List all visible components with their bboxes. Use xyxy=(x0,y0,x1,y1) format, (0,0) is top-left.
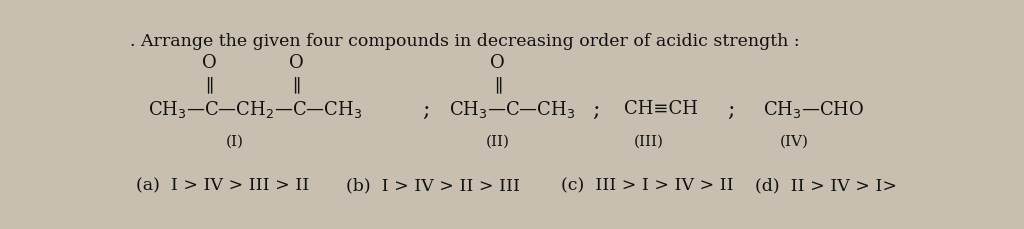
Text: (III): (III) xyxy=(634,134,664,148)
Text: (a)  I > IV > III > II: (a) I > IV > III > II xyxy=(136,178,309,195)
Text: (b)  I > IV > II > III: (b) I > IV > II > III xyxy=(346,178,520,195)
Text: (c)  III > I > IV > II: (c) III > I > IV > II xyxy=(560,178,733,195)
Text: . Arrange the given four compounds in decreasing order of acidic strength :: . Arrange the given four compounds in de… xyxy=(130,33,799,50)
Text: ;: ; xyxy=(422,98,429,120)
Text: (I): (I) xyxy=(226,134,244,148)
Text: CH$_3$—C—CH$_2$—C—CH$_3$: CH$_3$—C—CH$_2$—C—CH$_3$ xyxy=(147,99,362,120)
Text: O: O xyxy=(203,54,217,72)
Text: CH≡CH: CH≡CH xyxy=(624,101,698,118)
Text: ∥: ∥ xyxy=(494,78,502,95)
Text: ∥: ∥ xyxy=(292,78,300,95)
Text: (d)  II > IV > I>: (d) II > IV > I> xyxy=(755,178,897,195)
Text: CH$_3$—C—CH$_3$: CH$_3$—C—CH$_3$ xyxy=(450,99,575,120)
Text: (II): (II) xyxy=(485,134,510,148)
Text: CH$_3$—CHO: CH$_3$—CHO xyxy=(763,99,864,120)
Text: ∥: ∥ xyxy=(206,78,214,95)
Text: (IV): (IV) xyxy=(780,134,809,148)
Text: O: O xyxy=(289,54,304,72)
Text: ;: ; xyxy=(727,98,735,120)
Text: O: O xyxy=(490,54,505,72)
Text: ;: ; xyxy=(593,98,600,120)
